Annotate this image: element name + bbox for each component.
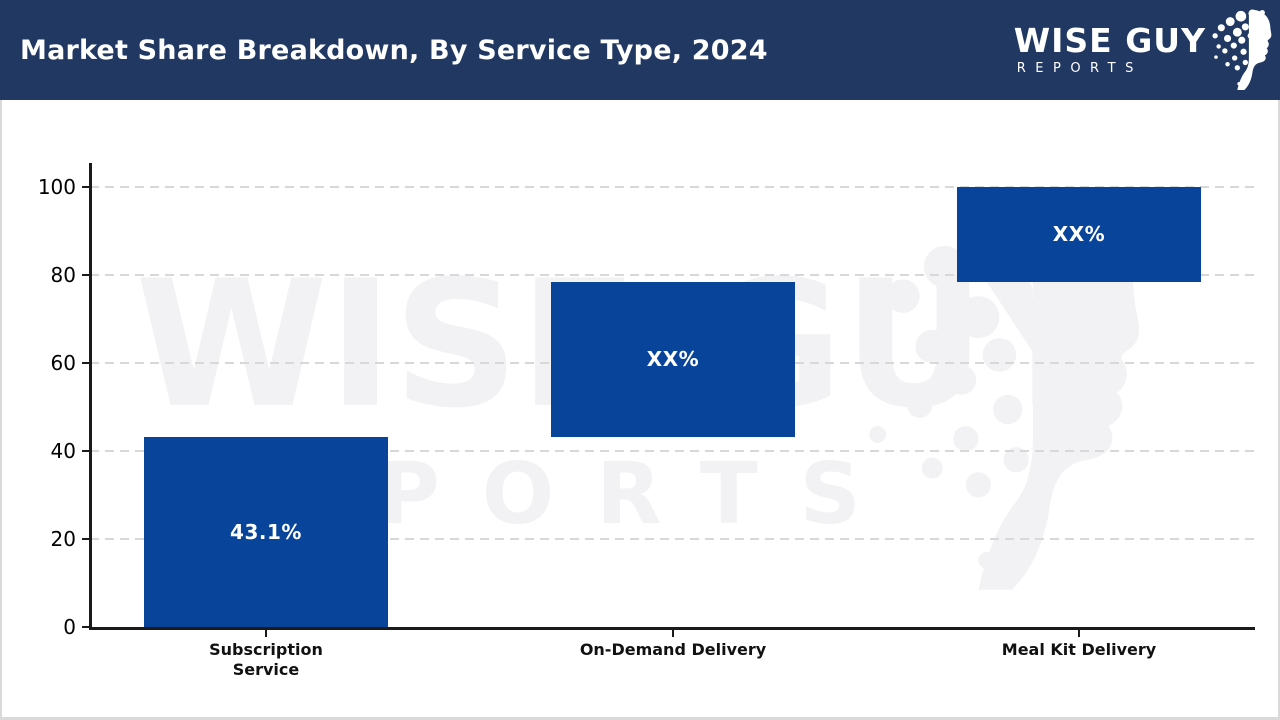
gridline-80	[90, 274, 1255, 276]
header: Market Share Breakdown, By Service Type,…	[0, 0, 1280, 100]
x-tick-2	[1078, 630, 1080, 637]
y-tick-80	[82, 274, 90, 276]
y-tick-label-80: 80	[50, 263, 76, 287]
y-tick-100	[82, 186, 90, 188]
x-tick-0	[265, 630, 267, 637]
category-label: Subscription Service	[209, 640, 323, 679]
y-tick-label-20: 20	[50, 527, 76, 551]
y-tick-label-40: 40	[50, 439, 76, 463]
x-axis-line	[89, 627, 1255, 630]
brand-name: WISE GUY	[1013, 21, 1206, 61]
brand-subtitle: REPORTS	[1016, 60, 1143, 76]
page-title: Market Share Breakdown, By Service Type,…	[20, 34, 768, 66]
bar-value-label: 43.1%	[230, 520, 302, 545]
brand-logo: WISE GUY REPORTS	[1014, 9, 1280, 91]
gridline-20	[90, 538, 1255, 540]
bar-value-label: XX%	[1052, 222, 1106, 247]
x-tick-1	[672, 630, 674, 637]
y-tick-label-100: 100	[37, 175, 76, 199]
gridline-40	[90, 450, 1255, 452]
y-tick-0	[82, 626, 90, 628]
y-tick-40	[82, 450, 90, 452]
brand-logo-text: WISE GUY REPORTS	[1014, 24, 1206, 76]
y-tick-label-0: 0	[63, 615, 76, 639]
gridline-100	[90, 186, 1255, 188]
y-tick-label-60: 60	[50, 351, 76, 375]
y-tick-20	[82, 538, 90, 540]
y-tick-60	[82, 362, 90, 364]
bar-segment[interactable]: 43.1%	[144, 437, 388, 627]
brand-head-icon	[1208, 9, 1272, 91]
y-axis-line	[89, 163, 92, 630]
category-label: Meal Kit Delivery	[1001, 640, 1157, 659]
category-label: On-Demand Delivery	[579, 640, 767, 659]
bar-segment[interactable]: XX%	[957, 187, 1201, 282]
bar-segment[interactable]: XX%	[551, 281, 795, 438]
bar-value-label: XX%	[646, 347, 700, 372]
bar-chart: 0 20 40 60 80 100 43.1% Subscription Service XX%…	[2, 100, 1278, 717]
chart-card: WISE GUY REPORTS 0 20 40 60 80 100 43.1% Subscr…	[0, 100, 1280, 720]
